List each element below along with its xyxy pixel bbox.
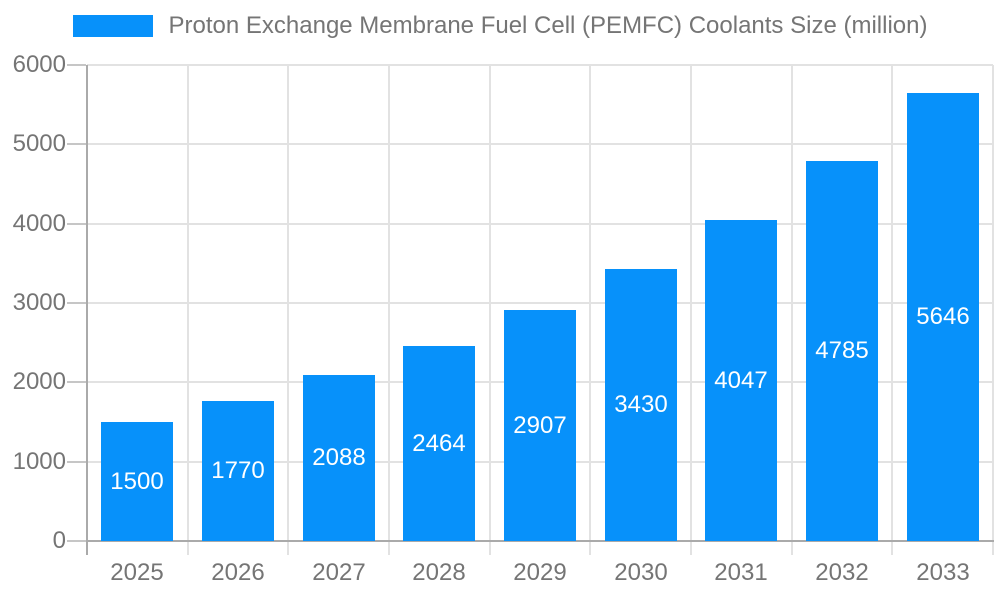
x-tick-label: 2032: [815, 559, 869, 586]
bar-value-label: 1770: [211, 457, 265, 484]
bar-value-label: 4047: [714, 367, 768, 394]
bar-2032[interactable]: [806, 161, 878, 541]
gridline-vertical: [791, 65, 793, 555]
x-tick-label: 2025: [110, 559, 164, 586]
x-tick-label: 2029: [513, 559, 567, 586]
y-axis-tick: [67, 381, 86, 383]
gridline-vertical: [690, 65, 692, 555]
gridline-horizontal: [87, 223, 993, 225]
y-axis-tick: [67, 143, 86, 145]
bar-2030[interactable]: [605, 269, 677, 541]
y-tick-label: 4000: [12, 210, 66, 237]
gridline-horizontal: [87, 143, 993, 145]
gridline-vertical: [891, 65, 893, 555]
gridline-vertical: [589, 65, 591, 555]
bar-2033[interactable]: [907, 93, 979, 541]
gridline-vertical: [187, 65, 189, 555]
bar-2026[interactable]: [202, 401, 274, 541]
y-axis-line: [86, 65, 88, 555]
bar-2029[interactable]: [504, 310, 576, 541]
y-tick-label: 2000: [12, 368, 66, 395]
x-tick-label: 2026: [211, 559, 265, 586]
x-tick-label: 2033: [916, 559, 970, 586]
bar-value-label: 2907: [513, 412, 567, 439]
bar-2028[interactable]: [403, 346, 475, 541]
x-axis-line: [86, 540, 994, 542]
bar-value-label: 4785: [815, 337, 869, 364]
bar-2027[interactable]: [303, 375, 375, 541]
legend-swatch: [72, 15, 153, 37]
bar-value-label: 2088: [312, 444, 366, 471]
gridline-vertical: [287, 65, 289, 555]
y-axis-tick: [67, 223, 86, 225]
x-tick-label: 2031: [714, 559, 768, 586]
bar-value-label: 1500: [110, 468, 164, 495]
y-tick-label: 3000: [12, 289, 66, 316]
bar-value-label: 3430: [614, 391, 668, 418]
x-tick-label: 2027: [312, 559, 366, 586]
x-tick-label: 2028: [412, 559, 466, 586]
bar-value-label: 2464: [412, 430, 466, 457]
gridline-horizontal: [87, 64, 993, 66]
bar-2031[interactable]: [705, 220, 777, 541]
x-tick-label: 2030: [614, 559, 668, 586]
gridline-vertical: [388, 65, 390, 555]
gridline-vertical: [489, 65, 491, 555]
y-tick-label: 1000: [12, 448, 66, 475]
bar-2025[interactable]: [101, 422, 173, 541]
legend-item-pemfc-coolants[interactable]: Proton Exchange Membrane Fuel Cell (PEMF…: [72, 12, 928, 40]
gridline-vertical: [992, 65, 994, 555]
chart-legend: Proton Exchange Membrane Fuel Cell (PEMF…: [0, 12, 1000, 40]
legend-label: Proton Exchange Membrane Fuel Cell (PEMF…: [168, 12, 928, 39]
y-axis-tick: [67, 540, 86, 542]
gridline-horizontal: [87, 302, 993, 304]
y-axis-tick: [67, 64, 86, 66]
y-axis-tick: [67, 302, 86, 304]
y-tick-label: 6000: [12, 51, 66, 78]
y-tick-label: 0: [52, 527, 66, 554]
plot-area: 1500 1770 2088 2464 2907 3430 4047 4785 5646: [67, 64, 994, 555]
y-tick-label: 5000: [12, 130, 66, 157]
y-axis-tick: [67, 461, 86, 463]
bar-value-label: 5646: [916, 303, 970, 330]
